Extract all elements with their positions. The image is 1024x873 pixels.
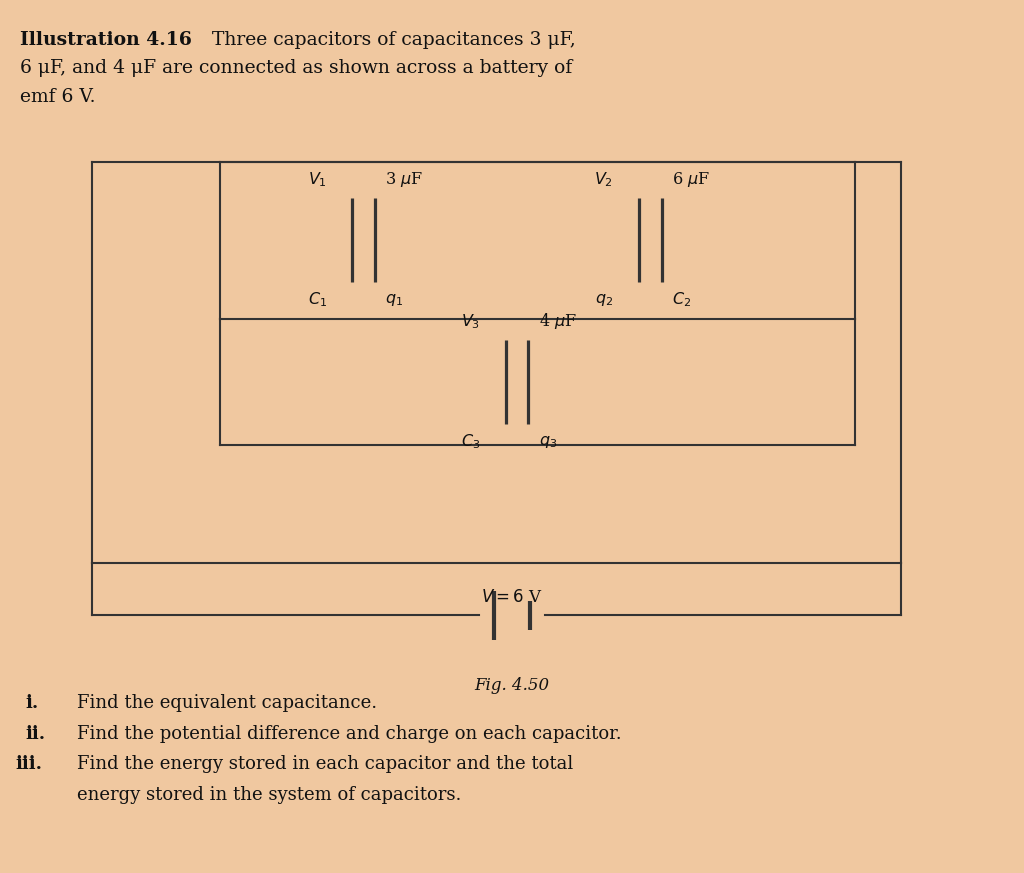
Text: $C_1$: $C_1$ bbox=[307, 291, 327, 309]
Text: $q_3$: $q_3$ bbox=[539, 433, 557, 450]
Text: iii.: iii. bbox=[15, 755, 42, 773]
Text: ii.: ii. bbox=[26, 725, 46, 743]
Text: 4 $\mu$F: 4 $\mu$F bbox=[539, 312, 577, 331]
Text: energy stored in the system of capacitors.: energy stored in the system of capacitor… bbox=[77, 786, 461, 804]
Text: emf 6 V.: emf 6 V. bbox=[20, 88, 96, 107]
Text: Find the equivalent capacitance.: Find the equivalent capacitance. bbox=[77, 694, 377, 712]
Text: Three capacitors of capacitances 3 μF,: Three capacitors of capacitances 3 μF, bbox=[200, 31, 575, 49]
Text: Find the potential difference and charge on each capacitor.: Find the potential difference and charge… bbox=[77, 725, 622, 743]
Text: i.: i. bbox=[26, 694, 39, 712]
Text: $C_2$: $C_2$ bbox=[672, 291, 691, 309]
Text: Fig. 4.50: Fig. 4.50 bbox=[474, 677, 550, 693]
Text: 3 $\mu$F: 3 $\mu$F bbox=[385, 170, 423, 189]
Text: Illustration 4.16: Illustration 4.16 bbox=[20, 31, 193, 49]
Text: Find the energy stored in each capacitor and the total: Find the energy stored in each capacitor… bbox=[77, 755, 573, 773]
Text: $V_1$: $V_1$ bbox=[308, 171, 327, 189]
Text: $V = 6$ V: $V = 6$ V bbox=[481, 589, 543, 606]
Text: $V_2$: $V_2$ bbox=[595, 171, 613, 189]
Text: $q_2$: $q_2$ bbox=[595, 291, 613, 307]
Text: $C_3$: $C_3$ bbox=[461, 433, 480, 451]
Text: 6 $\mu$F: 6 $\mu$F bbox=[672, 170, 710, 189]
Text: 6 μF, and 4 μF are connected as shown across a battery of: 6 μF, and 4 μF are connected as shown ac… bbox=[20, 59, 572, 78]
Text: $V_3$: $V_3$ bbox=[461, 313, 480, 331]
Text: $q_1$: $q_1$ bbox=[385, 291, 403, 307]
